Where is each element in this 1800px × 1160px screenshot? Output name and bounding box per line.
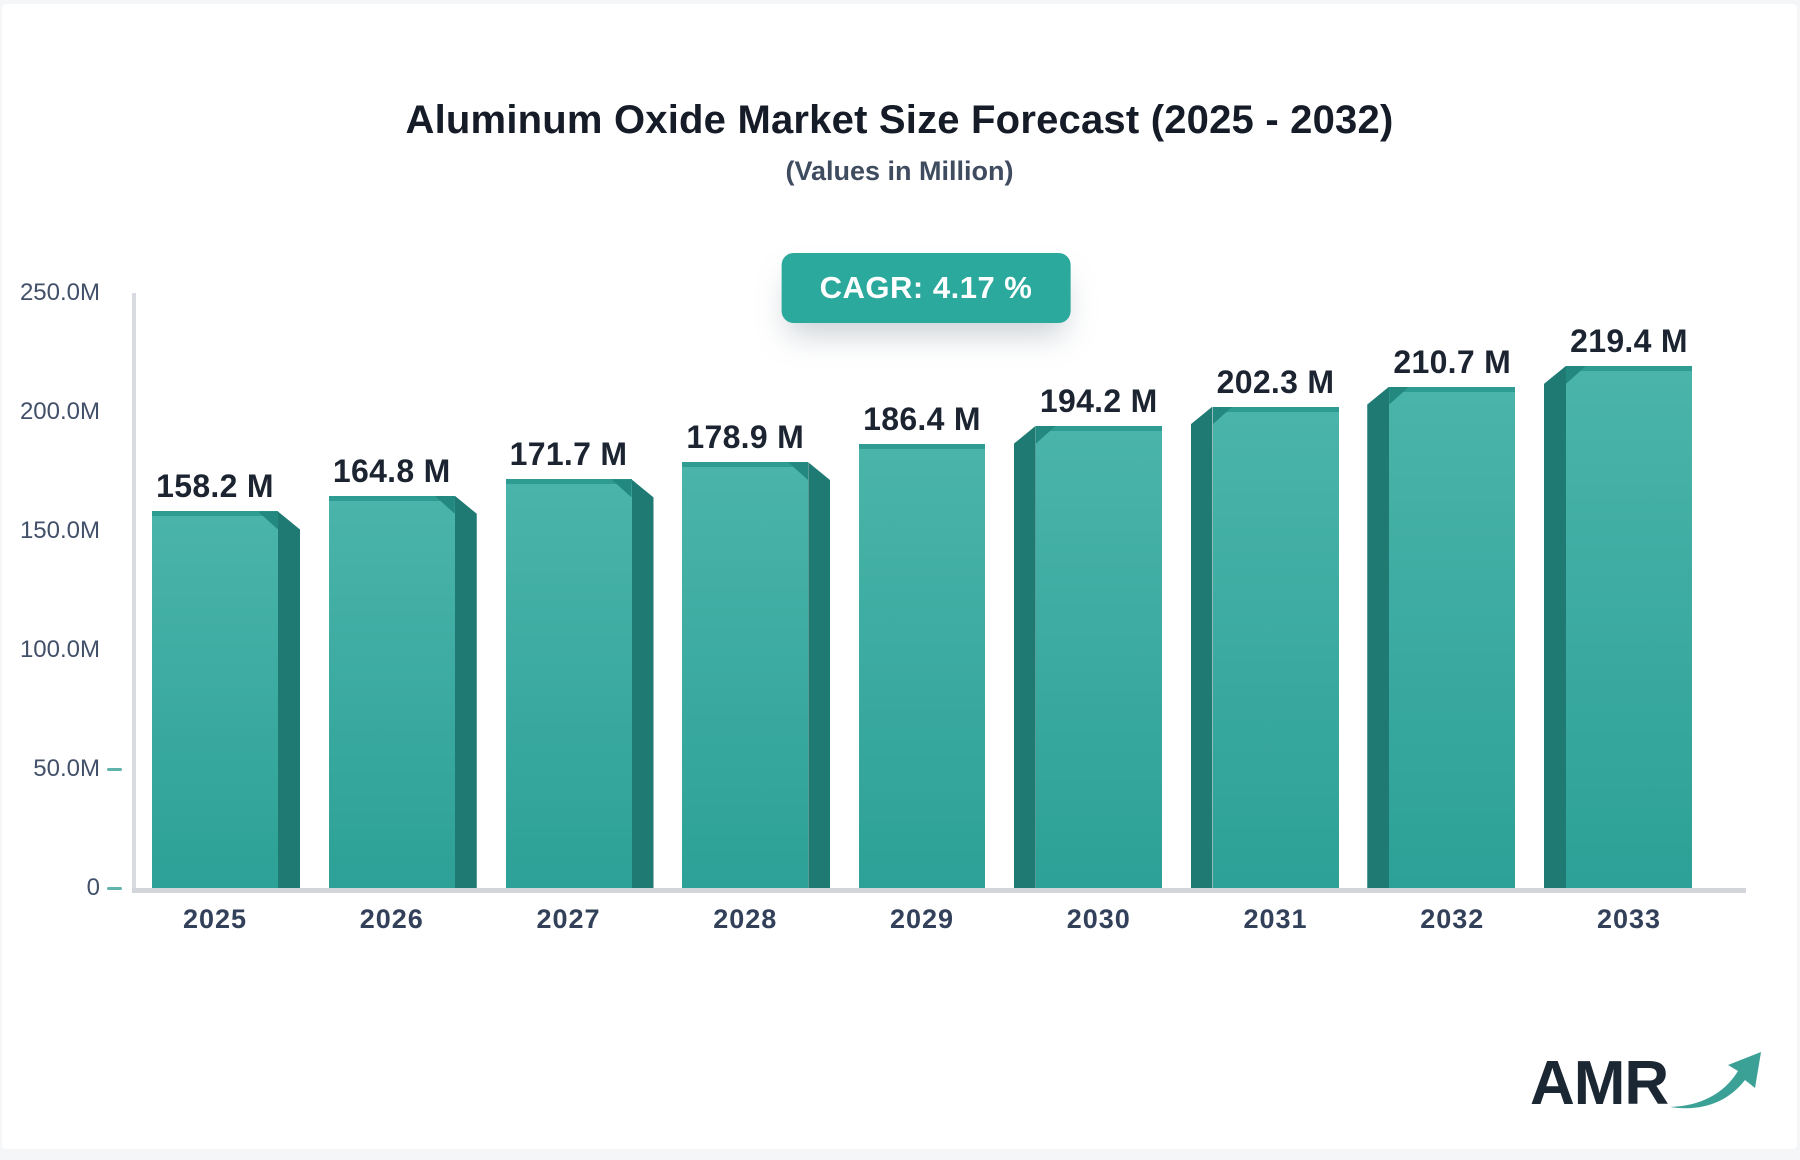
bar-2029 (859, 444, 985, 888)
bar-value-label: 178.9 M (686, 419, 805, 456)
y-axis-line (132, 293, 136, 888)
bar-side-2030 (1013, 425, 1036, 888)
bar-2025 (152, 511, 278, 888)
bar-2033 (1566, 365, 1692, 888)
bar-top-edge (682, 462, 809, 468)
bar-side-2028 (808, 462, 831, 888)
bar-side-2026 (454, 495, 477, 888)
bar-top-edge (152, 511, 278, 517)
bar-2028 (682, 462, 809, 888)
bar-top-edge (1566, 365, 1692, 371)
bar-side-2033 (1544, 365, 1566, 888)
bar-top-edge (1035, 425, 1162, 431)
bar-side-2032 (1367, 386, 1390, 888)
cagr-badge-label: CAGR: 4.17 % (819, 270, 1033, 305)
bar-value-label: 186.4 M (863, 401, 981, 438)
x-axis-baseline (132, 888, 1746, 893)
x-tick-label: 2032 (1420, 904, 1485, 934)
bar-side-2031 (1190, 406, 1213, 888)
bar-top-edge (1389, 386, 1516, 392)
bar-value-label: 210.7 M (1393, 343, 1512, 380)
x-tick-label: 2026 (359, 904, 424, 934)
bar-2026 (328, 495, 455, 888)
x-tick-label: 2027 (536, 904, 601, 934)
x-tick-label: 2033 (1596, 904, 1662, 934)
chart-subtitle: (Values in Million) (785, 156, 1014, 186)
chart-title: Aluminum Oxide Market Size Forecast (202… (405, 98, 1394, 142)
bar-value-label: 164.8 M (332, 452, 451, 489)
y-tick-label: 50.0M (33, 755, 100, 782)
amr-logo: AMR (1530, 1040, 1761, 1124)
plot-area: 250.0M 200.0M 150.0M 100.0M 50.0M 0 158.2 M 202… (2, 4, 1800, 1160)
y-tick-label: 200.0M (19, 398, 100, 425)
y-tick-label: 100.0M (19, 636, 100, 663)
bar-2031 (1212, 406, 1339, 888)
bar-value-label: 171.7 M (509, 436, 628, 473)
x-tick-label: 2025 (182, 904, 248, 934)
bar-top-edge (505, 479, 632, 485)
y-tick-label: 0 (86, 874, 100, 901)
chart-card: Aluminum Oxide Market Size Forecast (202… (2, 4, 1797, 1149)
y-tick-label: 150.0M (19, 517, 100, 544)
bar-side-2025 (278, 511, 300, 888)
bar-2030 (1035, 425, 1162, 888)
bar-top-edge (859, 444, 985, 450)
bar-value-label: 194.2 M (1039, 382, 1158, 419)
growth-arrow-icon (1670, 1052, 1761, 1109)
bar-value-label: 158.2 M (156, 468, 274, 505)
amr-logo-text: AMR (1530, 1049, 1669, 1118)
x-tick-label: 2028 (713, 904, 778, 934)
bar-value-label: 219.4 M (1570, 322, 1688, 359)
bar-value-label: 202.3 M (1216, 363, 1335, 400)
x-tick-label: 2029 (889, 904, 955, 934)
y-tick-dash (107, 887, 122, 890)
x-tick-label: 2030 (1066, 904, 1131, 934)
bar-top-edge (1212, 406, 1339, 412)
bar-side-2027 (631, 479, 654, 888)
y-tick-label: 250.0M (19, 279, 100, 306)
bar-2032 (1389, 386, 1516, 888)
bar-top-edge (328, 495, 455, 501)
cagr-badge: CAGR: 4.17 % (781, 253, 1071, 323)
x-tick-label: 2031 (1243, 904, 1308, 934)
bar-2027 (505, 479, 632, 888)
y-tick-dash (107, 768, 122, 771)
